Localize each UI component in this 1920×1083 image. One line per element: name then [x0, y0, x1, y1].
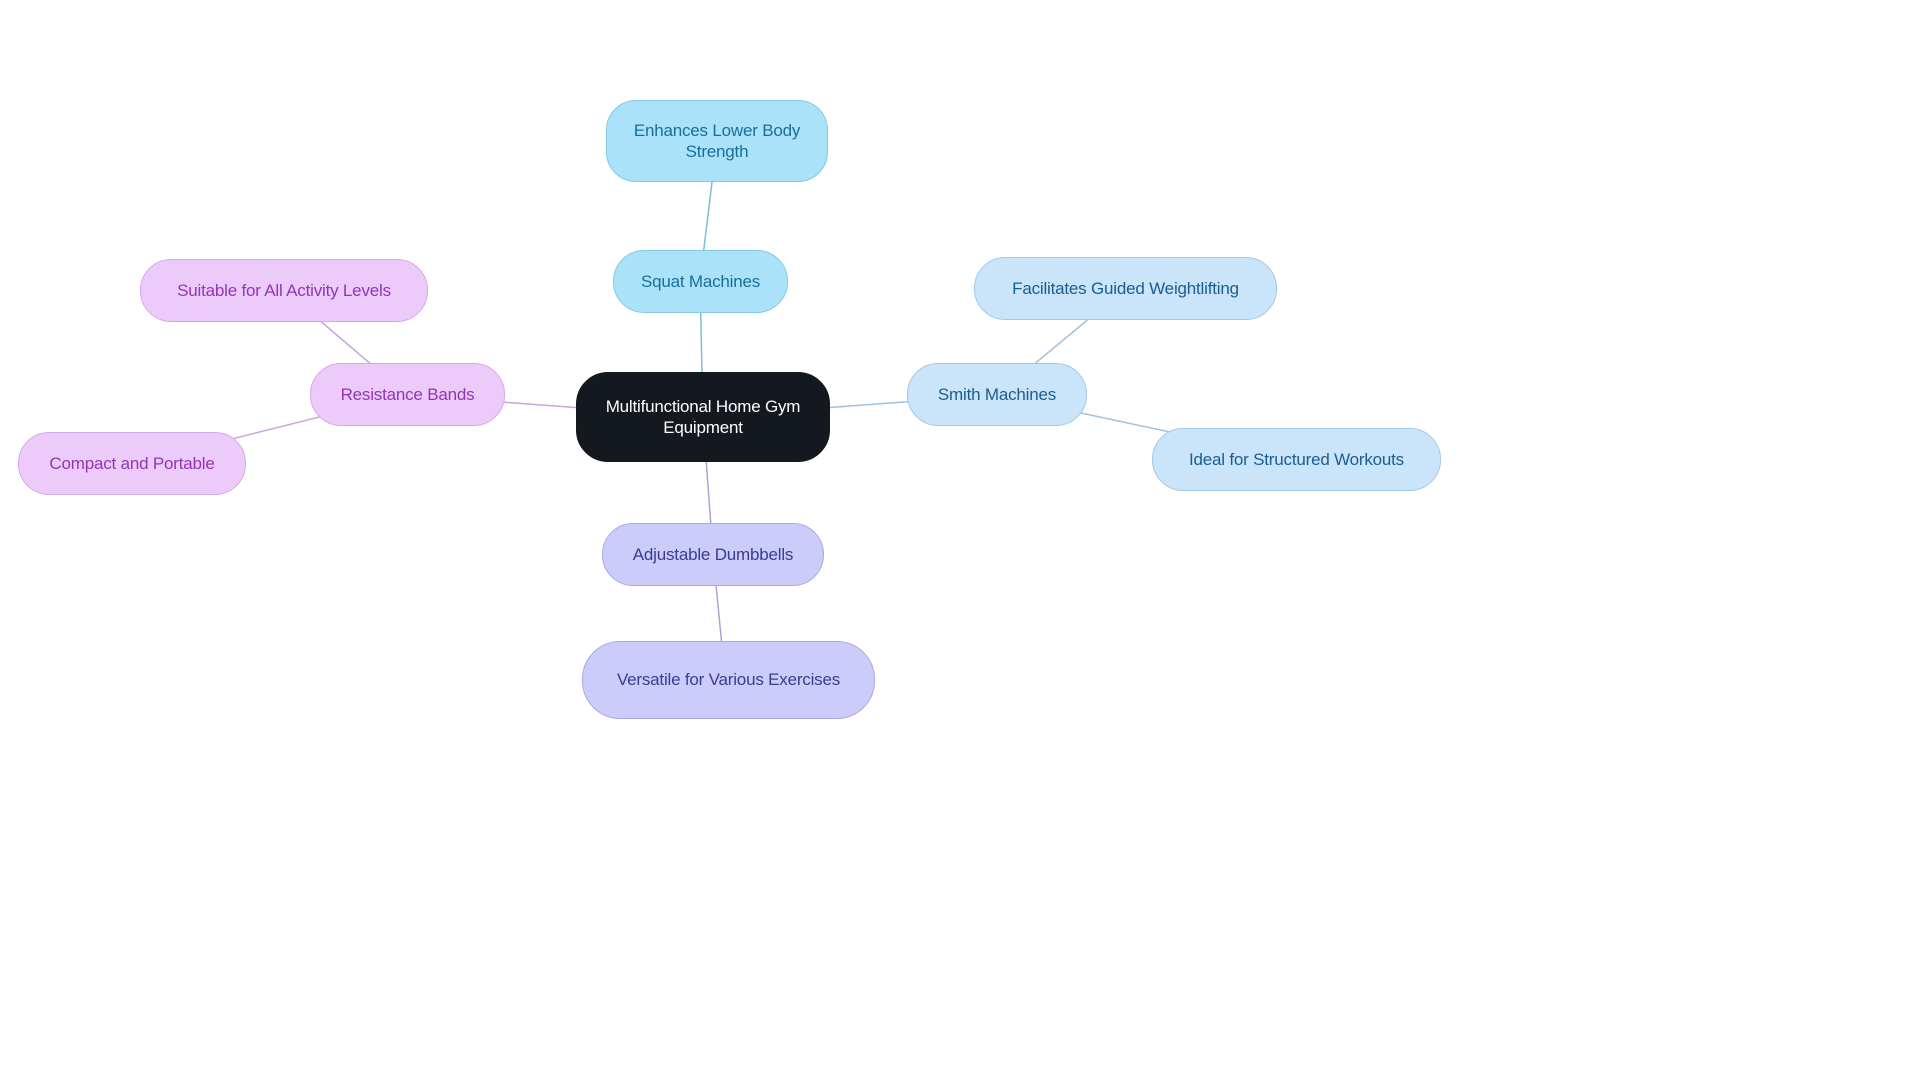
node-squat: Squat Machines	[613, 250, 788, 313]
node-label: Resistance Bands	[341, 384, 475, 405]
node-label: Ideal for Structured Workouts	[1189, 449, 1404, 470]
node-label: Versatile for Various Exercises	[617, 669, 840, 690]
node-dumbbells: Adjustable Dumbbells	[602, 523, 824, 586]
node-squat-child: Enhances Lower Body Strength	[606, 100, 828, 182]
node-center: Multifunctional Home Gym Equipment	[576, 372, 830, 462]
node-label: Multifunctional Home Gym Equipment	[606, 396, 801, 439]
node-bands: Resistance Bands	[310, 363, 505, 426]
node-bands-child-2: Compact and Portable	[18, 432, 246, 495]
node-smith-child-1: Facilitates Guided Weightlifting	[974, 257, 1277, 320]
node-dumbbells-child: Versatile for Various Exercises	[582, 641, 875, 719]
node-label: Adjustable Dumbbells	[633, 544, 793, 565]
edges-layer	[0, 0, 1920, 1083]
node-label: Facilitates Guided Weightlifting	[1012, 278, 1239, 299]
node-label: Compact and Portable	[49, 453, 214, 474]
node-bands-child-1: Suitable for All Activity Levels	[140, 259, 428, 322]
node-label: Squat Machines	[641, 271, 760, 292]
node-smith-child-2: Ideal for Structured Workouts	[1152, 428, 1441, 491]
node-label: Smith Machines	[938, 384, 1056, 405]
node-label: Enhances Lower Body Strength	[634, 120, 800, 163]
node-label: Suitable for All Activity Levels	[177, 280, 391, 301]
node-smith: Smith Machines	[907, 363, 1087, 426]
mindmap-canvas: Multifunctional Home Gym Equipment Squat …	[0, 0, 1920, 1083]
